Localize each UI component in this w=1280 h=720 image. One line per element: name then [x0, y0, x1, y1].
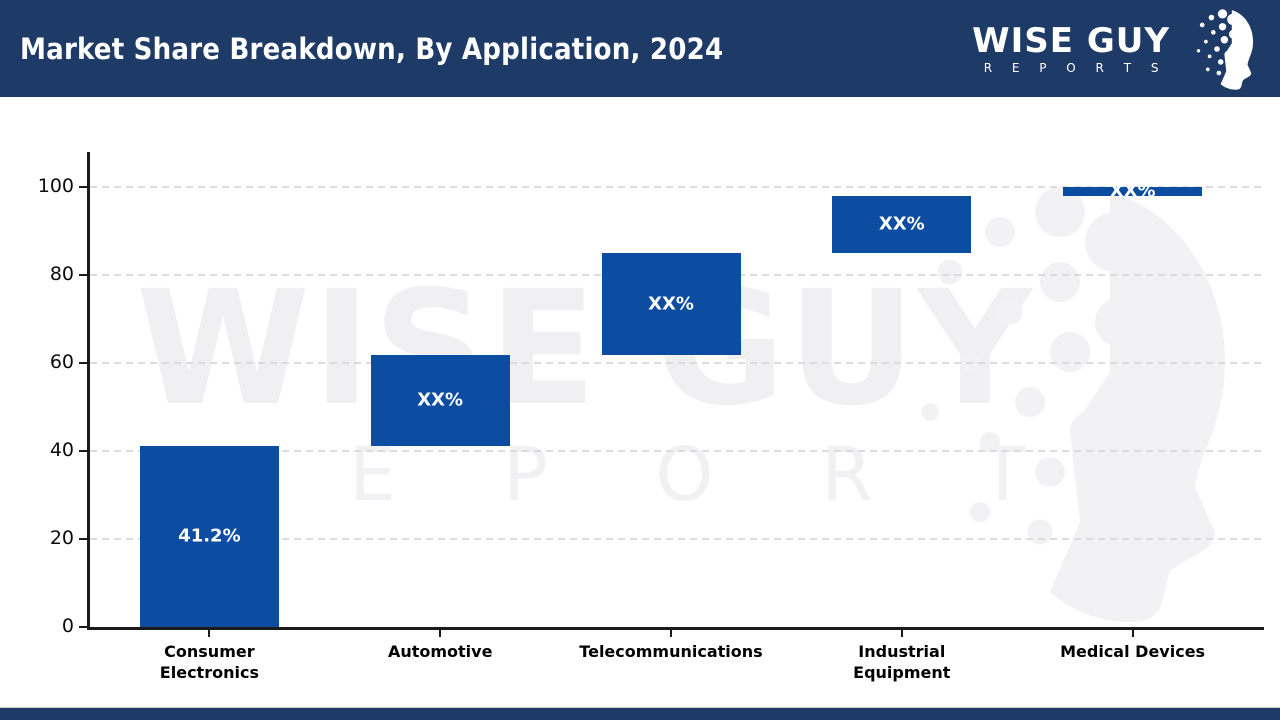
brand-logo: WISE GUY R E P O R T S: [972, 6, 1254, 92]
watermark-text-2: R E P O R T S: [190, 432, 1222, 518]
x-category-label-3: Telecommunications: [579, 642, 763, 661]
bar-value-label-2: XX%: [417, 389, 464, 411]
bar-value-label-5: XX%: [1109, 180, 1156, 202]
watermark-face-icon: [921, 187, 1225, 622]
header-bar: Market Share Breakdown, By Application, …: [0, 0, 1280, 97]
x-category-label-5: Medical Devices: [1060, 642, 1206, 661]
gridline-20: [90, 538, 1262, 540]
y-tick-label-20: 20: [49, 527, 74, 549]
y-axis-line: [87, 152, 90, 629]
gridline-40: [90, 450, 1262, 452]
x-category-label-4: Industrial Equipment: [853, 642, 951, 682]
bar-4: [832, 195, 972, 253]
x-tick-mark-1: [208, 629, 211, 637]
y-tick-mark-80: [79, 274, 87, 276]
x-tick-mark-4: [900, 629, 903, 637]
x-axis-line: [87, 627, 1264, 630]
x-tick-mark-5: [1131, 629, 1134, 637]
bar-2: [370, 354, 510, 446]
brand-subname: R E P O R T S: [983, 60, 1167, 75]
x-category-label-2: Automotive: [387, 642, 493, 661]
x-category-label-1: Consumer Electronics: [159, 642, 259, 682]
bar-value-label-4: XX%: [878, 213, 925, 235]
bar-3: [601, 253, 741, 355]
chart-area: WISE GUY R E P O R T S 41.2% XX% XX% XX% XX%…: [0, 97, 1280, 707]
x-tick-mark-3: [670, 629, 672, 637]
x-tick-mark-2: [439, 629, 442, 637]
gridline-100: [90, 186, 1262, 188]
y-tick-label-40: 40: [49, 439, 74, 461]
footer-bar: [0, 707, 1280, 720]
watermark-text-1: WISE GUY: [135, 257, 1035, 441]
y-tick-label-60: 60: [49, 351, 74, 373]
bar-1: [139, 445, 279, 627]
y-tick-mark-100: [79, 186, 87, 188]
brand-name: WISE GUY: [972, 20, 1170, 61]
y-tick-mark-60: [79, 362, 87, 364]
brand-logo-text: WISE GUY R E P O R T S: [972, 24, 1170, 74]
y-tick-mark-40: [79, 450, 87, 452]
bar-value-label-3: XX%: [648, 293, 694, 315]
gridline-60: [90, 362, 1262, 364]
y-tick-mark-0: [79, 626, 87, 628]
bar-value-label-1: 41.2%: [178, 525, 241, 547]
page-title: Market Share Breakdown, By Application, …: [20, 31, 724, 66]
y-tick-label-100: 100: [37, 175, 74, 197]
y-tick-label-0: 0: [61, 615, 74, 637]
bar-5: [1063, 187, 1203, 196]
y-tick-mark-20: [79, 538, 87, 540]
y-tick-label-80: 80: [49, 263, 74, 285]
brand-face-icon: [1196, 8, 1254, 90]
